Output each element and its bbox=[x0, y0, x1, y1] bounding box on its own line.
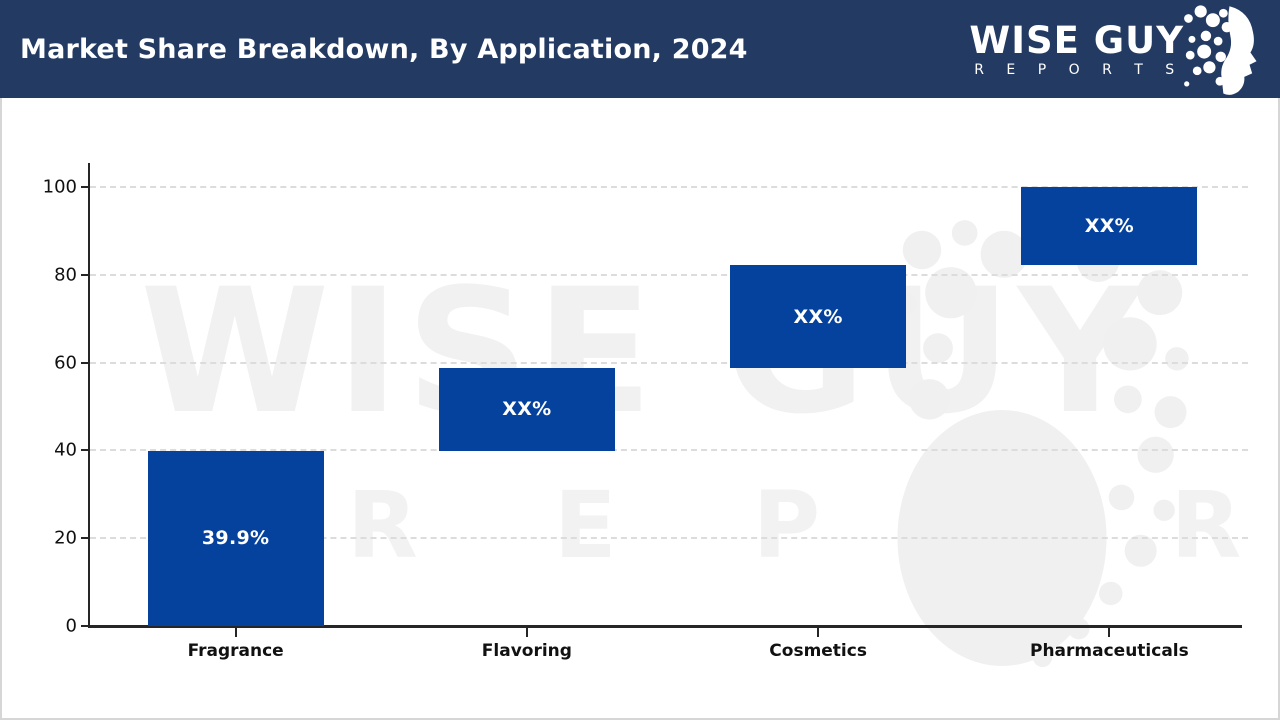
x-axis-tick bbox=[817, 628, 820, 637]
wise-guy-logo: WISE GUY R E P O R T S bbox=[969, 1, 1262, 97]
y-axis-tick bbox=[81, 186, 90, 188]
y-axis-tick-label: 60 bbox=[54, 352, 77, 374]
gridline bbox=[90, 186, 1248, 188]
y-axis-tick-label: 100 bbox=[42, 176, 77, 198]
x-axis-category-label: Flavoring bbox=[481, 641, 572, 661]
y-axis-tick bbox=[81, 625, 90, 627]
logo-wiseguy-text: WISE GUY bbox=[969, 18, 1184, 62]
x-axis-category-label: Pharmaceuticals bbox=[1029, 641, 1189, 661]
x-axis-tick bbox=[234, 628, 237, 637]
chart-title: Market Share Breakdown, By Application, … bbox=[20, 33, 748, 65]
logo-head-profile-icon bbox=[1184, 5, 1257, 95]
gridline bbox=[90, 273, 1248, 276]
bar-fragrance: 39.9% bbox=[147, 450, 324, 626]
gridline bbox=[90, 449, 1248, 452]
bar-pharmaceuticals: XX% bbox=[1021, 187, 1198, 266]
logo-reports-text: R E P O R T S bbox=[974, 61, 1184, 78]
plot: 0 20 40 60 80 100 39.9% Fragrance XX% Flavoring XX… bbox=[2, 98, 1278, 718]
bar-flavoring: XX% bbox=[438, 367, 615, 451]
header-banner: Market Share Breakdown, By Application, … bbox=[0, 0, 1280, 98]
x-axis-tick bbox=[1108, 628, 1111, 637]
logo-wordmark: WISE GUY R E P O R T S bbox=[969, 22, 1184, 77]
gridline bbox=[90, 361, 1248, 364]
x-axis-category-label: Fragrance bbox=[187, 641, 284, 661]
y-axis-tick bbox=[81, 537, 90, 540]
y-axis-tick-label: 20 bbox=[54, 527, 77, 549]
x-axis-category-label: Cosmetics bbox=[769, 641, 867, 661]
bar-value-label: XX% bbox=[793, 305, 843, 328]
x-axis-tick bbox=[525, 628, 528, 637]
x-axis-line bbox=[88, 625, 1242, 628]
y-axis-tick-label: 40 bbox=[54, 439, 77, 461]
chart-area: WISE GUY R E P O R T S 02040608010039.9%… bbox=[0, 98, 1280, 720]
bar-value-label: XX% bbox=[502, 398, 552, 421]
y-axis-tick bbox=[81, 273, 90, 276]
y-axis-tick bbox=[81, 449, 90, 452]
bar-value-label: 39.9% bbox=[201, 527, 270, 550]
y-axis-line bbox=[88, 163, 90, 628]
bar-cosmetics: XX% bbox=[730, 265, 907, 368]
bar-value-label: XX% bbox=[1084, 215, 1134, 238]
y-axis-tick-label: 0 bbox=[65, 615, 77, 637]
y-axis-tick bbox=[81, 361, 90, 364]
gridline bbox=[90, 537, 1248, 540]
y-axis-tick-label: 80 bbox=[54, 264, 77, 286]
